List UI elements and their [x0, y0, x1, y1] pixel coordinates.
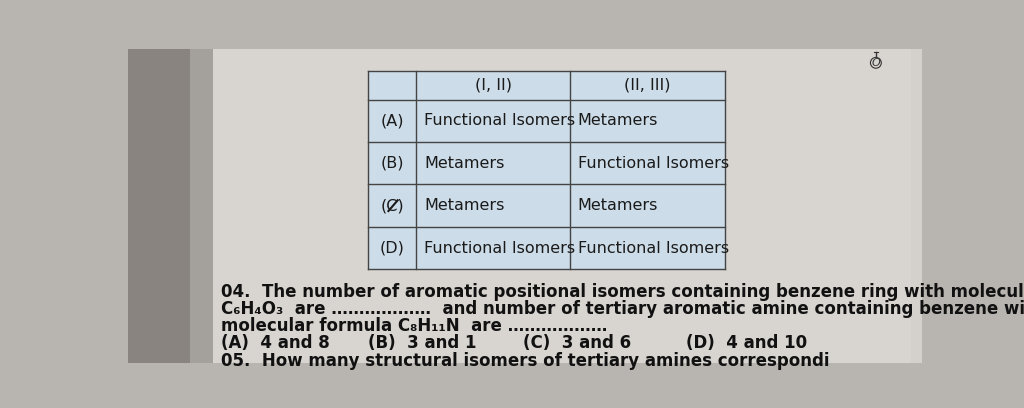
Text: (B): (B) [381, 156, 404, 171]
Text: Metamers: Metamers [578, 198, 657, 213]
Text: Functional Isomers: Functional Isomers [578, 156, 729, 171]
Text: Functional Isomers: Functional Isomers [424, 240, 575, 255]
Text: Functional Isomers: Functional Isomers [578, 240, 729, 255]
FancyBboxPatch shape [417, 100, 569, 142]
Text: Metamers: Metamers [424, 198, 505, 213]
Text: (A)  4 and 8: (A) 4 and 8 [221, 334, 330, 352]
Polygon shape [128, 49, 213, 363]
Text: C₆H₄O₃  are ………………  and number of tertiary aromatic amine containing benzene wit: C₆H₄O₃ are ……………… and number of tertiary… [221, 300, 1024, 318]
Text: molecular formula C₈H₁₁N  are ………………: molecular formula C₈H₁₁N are ……………… [221, 317, 607, 335]
Text: (D): (D) [380, 240, 404, 255]
Text: O: O [871, 58, 881, 68]
Text: 04.  The number of aromatic positional isomers containing benzene ring with mole: 04. The number of aromatic positional is… [221, 283, 1024, 301]
FancyBboxPatch shape [417, 142, 569, 184]
FancyBboxPatch shape [202, 49, 922, 363]
FancyBboxPatch shape [213, 49, 910, 363]
FancyBboxPatch shape [369, 71, 725, 269]
Text: (B)  3 and 1: (B) 3 and 1 [369, 334, 477, 352]
Text: (C): (C) [381, 198, 404, 213]
Text: (C)  3 and 6: (C) 3 and 6 [523, 334, 632, 352]
Text: (A): (A) [381, 113, 404, 129]
FancyBboxPatch shape [417, 184, 569, 227]
Text: (I, II): (I, II) [474, 78, 512, 93]
Text: (D)  4 and 10: (D) 4 and 10 [686, 334, 807, 352]
Polygon shape [190, 49, 213, 363]
Text: Metamers: Metamers [424, 156, 505, 171]
Text: Metamers: Metamers [578, 113, 657, 129]
Text: Functional Isomers: Functional Isomers [424, 113, 575, 129]
Text: 05.  How many structural isomers of tertiary amines correspondi: 05. How many structural isomers of terti… [221, 353, 829, 370]
FancyBboxPatch shape [417, 227, 569, 269]
Text: (II, III): (II, III) [624, 78, 671, 93]
